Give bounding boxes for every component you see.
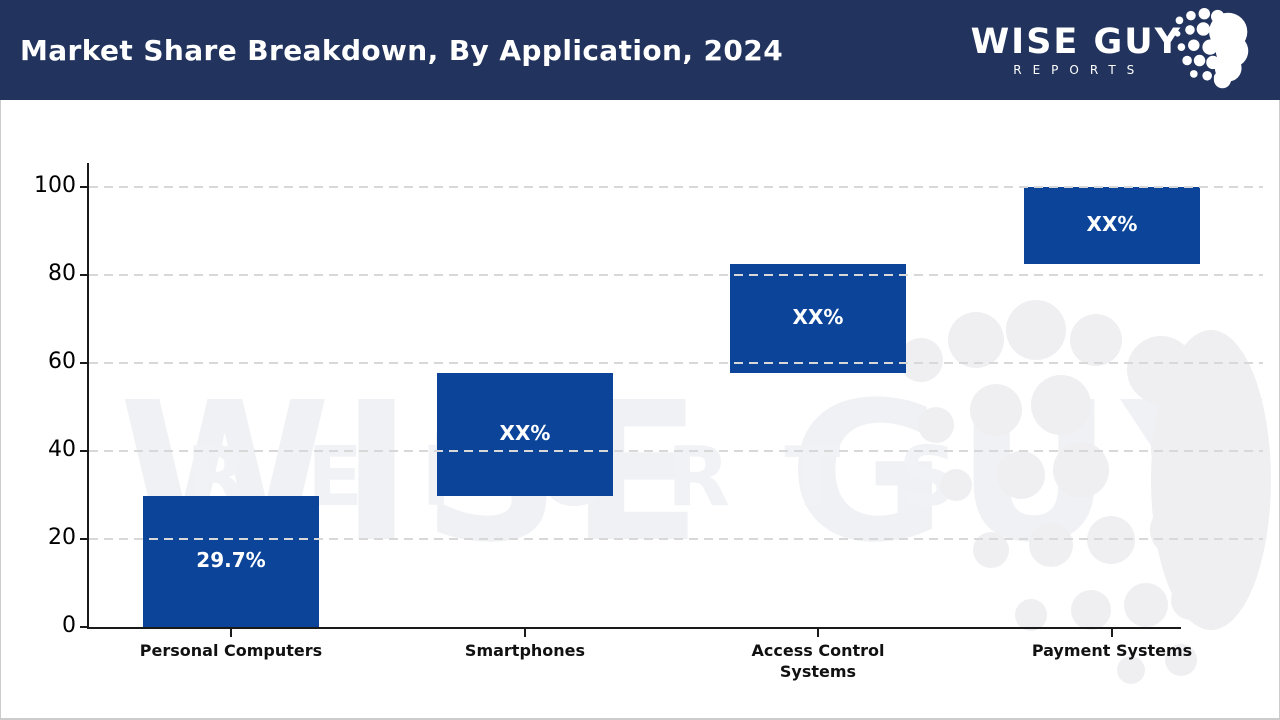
watermark-dotted-head [899,300,1271,684]
page-title: Market Share Breakdown, By Application, … [20,33,784,67]
x-tick-mark [524,629,526,637]
wise-guy-reports-logo: WISE GUY REPORTS [971,6,1254,94]
header-bar: Market Share Breakdown, By Application, … [0,0,1280,100]
x-tick-mark [817,629,819,637]
gridline-100 [89,186,1263,188]
logo-line1: WISE GUY [970,21,1182,62]
logo-wordmark: WISE GUY REPORTS [970,21,1182,77]
chart-area: WISE GUY REPORTS 29.7%XX%XX%XX%020406080… [0,100,1280,720]
x-axis-label: Access Control Systems [751,641,885,681]
y-tick-mark [80,186,89,188]
bar-value-label: XX% [792,304,844,329]
x-tick-mark [230,629,232,637]
y-tick-mark [80,274,89,276]
y-tick-mark [80,538,89,540]
gridline-20 [89,538,1263,540]
x-axis-line [87,627,1181,629]
bar-personal-computers [143,496,319,627]
y-tick-mark [80,362,89,364]
y-tick-mark [80,450,89,452]
dotted-head-icon [1174,7,1249,89]
gridline-40 [89,450,1263,452]
y-tick-label: 0 [62,613,76,638]
x-axis-label: Payment Systems [1031,641,1193,660]
bar-access-control-systems [730,264,906,374]
logo-line2: REPORTS [1013,62,1146,77]
bar-value-label: XX% [499,420,551,445]
x-tick-mark [1111,629,1113,637]
bar-value-label: 29.7% [196,547,266,572]
y-tick-label: 20 [48,525,76,550]
bar-payment-systems [1024,187,1200,264]
gridline-80 [89,274,1263,276]
gridline-60 [89,362,1263,364]
bar-smartphones [437,373,613,497]
x-axis-label: Smartphones [464,641,586,660]
y-axis-line [87,163,89,629]
y-tick-mark [80,626,89,628]
y-tick-label: 100 [34,173,76,198]
y-tick-label: 60 [48,349,76,374]
bar-value-label: XX% [1086,211,1138,236]
y-tick-label: 40 [48,437,76,462]
y-tick-label: 80 [48,261,76,286]
x-axis-label: Personal Computers [139,641,323,660]
